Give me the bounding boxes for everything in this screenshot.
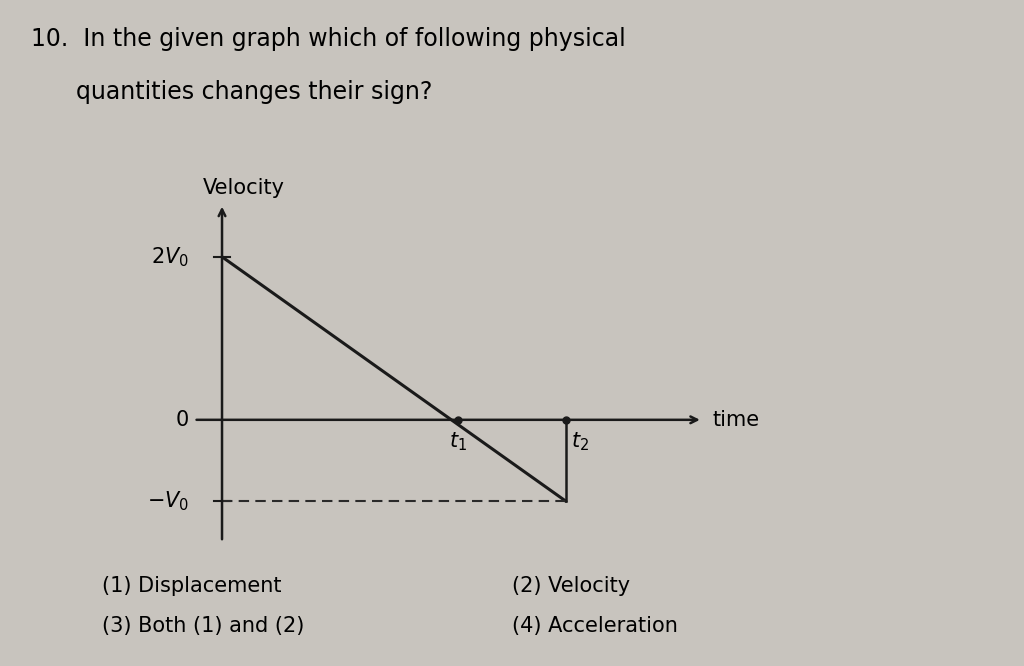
Text: (3) Both (1) and (2): (3) Both (1) and (2) <box>102 616 305 636</box>
Text: $t_2$: $t_2$ <box>570 430 589 453</box>
Text: $t_1$: $t_1$ <box>449 430 467 453</box>
Text: (4) Acceleration: (4) Acceleration <box>512 616 678 636</box>
Text: (1) Displacement: (1) Displacement <box>102 576 282 596</box>
Text: Velocity: Velocity <box>203 178 285 198</box>
Text: quantities changes their sign?: quantities changes their sign? <box>31 80 432 104</box>
Text: 10.  In the given graph which of following physical: 10. In the given graph which of followin… <box>31 27 626 51</box>
Text: (2) Velocity: (2) Velocity <box>512 576 630 596</box>
Text: $2V_0$: $2V_0$ <box>152 245 189 268</box>
Text: 0: 0 <box>176 410 189 430</box>
Text: $-V_0$: $-V_0$ <box>146 490 189 513</box>
Text: time: time <box>712 410 759 430</box>
